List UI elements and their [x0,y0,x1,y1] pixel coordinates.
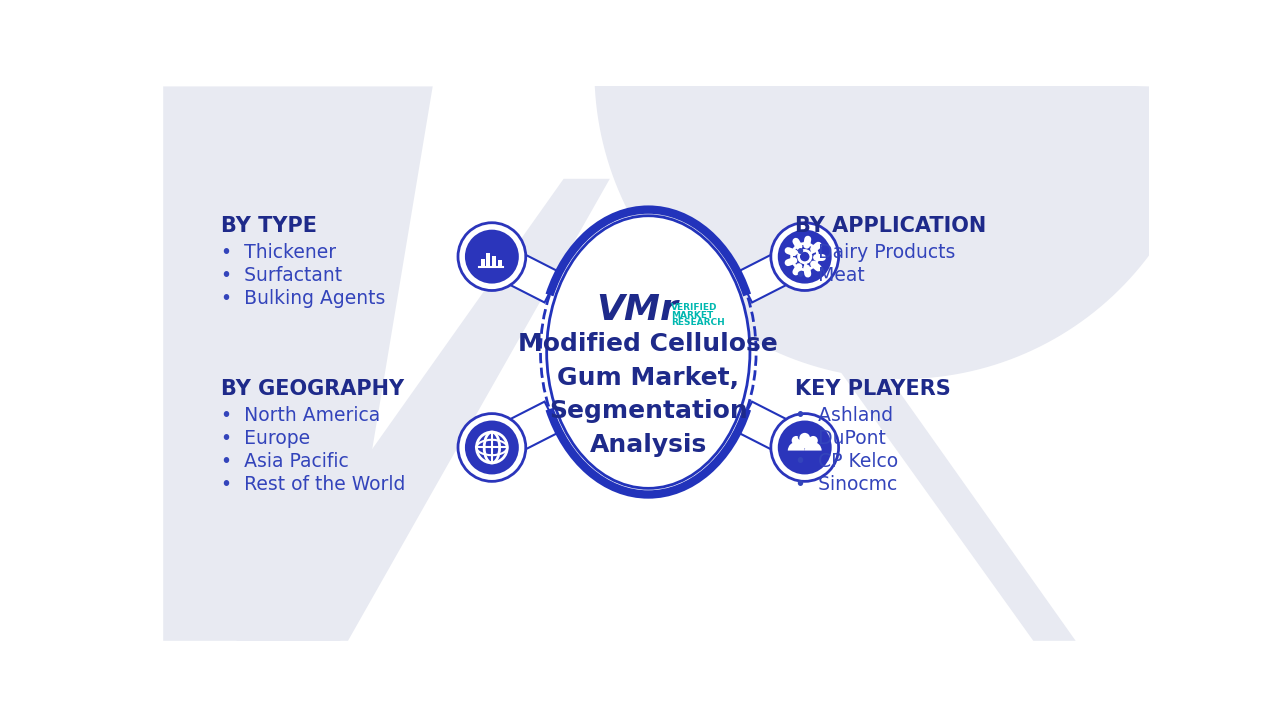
Text: •  Ashland: • Ashland [795,406,892,425]
Circle shape [778,230,832,284]
Text: •  Asia Pacific: • Asia Pacific [221,452,348,471]
Text: •  Meat: • Meat [795,266,864,285]
Circle shape [458,413,526,482]
Bar [481,259,485,266]
Polygon shape [703,179,1075,641]
Text: BY APPLICATION: BY APPLICATION [795,216,986,235]
Text: BY TYPE: BY TYPE [221,216,317,235]
Wedge shape [805,442,822,451]
Circle shape [778,420,832,474]
Polygon shape [164,86,433,641]
Polygon shape [737,241,813,302]
Circle shape [771,413,838,482]
Wedge shape [795,438,815,449]
Polygon shape [737,402,813,462]
Bar [486,253,490,266]
Circle shape [458,222,526,290]
Wedge shape [787,442,805,451]
Polygon shape [484,241,559,302]
Text: •  Rest of the World: • Rest of the World [221,475,406,494]
Circle shape [791,436,801,445]
Circle shape [465,230,518,284]
Text: MARKET: MARKET [672,310,714,320]
Text: KEY PLAYERS: KEY PLAYERS [795,379,950,399]
Text: •  Europe: • Europe [221,429,310,448]
Text: •  North America: • North America [221,406,380,425]
Text: BY GEOGRAPHY: BY GEOGRAPHY [221,379,404,399]
Text: •  Dairy Products: • Dairy Products [795,243,955,261]
Text: •  Bulking Agents: • Bulking Agents [221,289,385,308]
Text: •  Thickener: • Thickener [221,243,337,261]
Circle shape [799,433,810,444]
Circle shape [771,222,838,290]
Bar [492,256,495,266]
Ellipse shape [547,216,750,488]
Text: •  Surfactant: • Surfactant [221,266,342,285]
Text: •  DuPont: • DuPont [795,429,886,448]
Polygon shape [237,179,609,641]
Polygon shape [594,71,1211,379]
Bar [498,260,502,266]
Text: VMr: VMr [595,293,677,327]
Text: RESEARCH: RESEARCH [672,318,726,328]
Circle shape [809,436,818,445]
Circle shape [465,420,518,474]
Text: •  CP Kelco: • CP Kelco [795,452,897,471]
Polygon shape [484,402,559,462]
Text: •  Sinocmc: • Sinocmc [795,475,897,494]
Text: Modified Cellulose
Gum Market,
Segmentation
Analysis: Modified Cellulose Gum Market, Segmentat… [518,332,778,456]
Text: VERIFIED: VERIFIED [672,303,718,312]
